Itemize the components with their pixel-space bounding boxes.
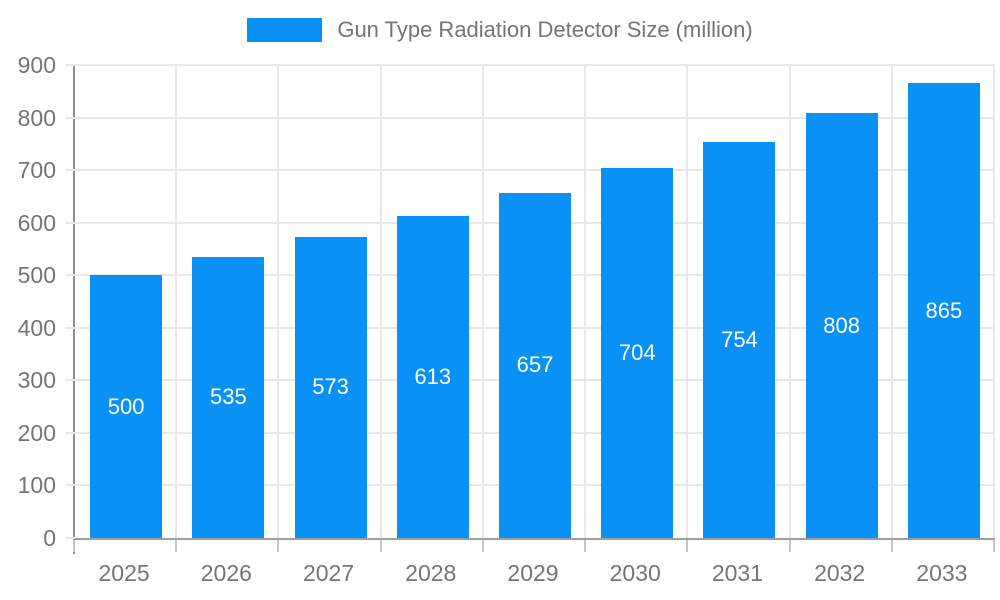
x-axis-tick-8 [890, 540, 893, 552]
y-axis-label-900: 900 [17, 52, 56, 78]
bar-value-label-2032: 808 [823, 312, 861, 338]
y-axis-label-400: 400 [17, 314, 56, 341]
bar-2029[interactable]: 657 [499, 192, 571, 538]
x-gridline-2 [277, 65, 280, 538]
x-gridline-8 [890, 65, 893, 538]
bar-2026[interactable]: 535 [192, 256, 265, 538]
x-axis-tick-4 [481, 540, 484, 552]
bar-value-label-2027: 573 [312, 374, 349, 400]
x-axis-tick-7 [788, 540, 791, 552]
y-gridline-900 [65, 64, 995, 66]
bar-value-label-2028: 613 [414, 363, 452, 389]
x-axis-label-2026: 2026 [200, 560, 252, 586]
y-axis-label-600: 600 [17, 209, 56, 236]
bar-2032[interactable]: 808 [805, 113, 878, 538]
x-gridline-5 [584, 65, 587, 538]
x-axis-label-2030: 2030 [609, 560, 661, 586]
y-axis-label-200: 200 [17, 419, 56, 446]
y-gridline-700 [65, 169, 995, 172]
y-axis-label-500: 500 [17, 262, 56, 289]
x-gridline-7 [788, 65, 791, 538]
x-gridline-3 [379, 65, 382, 538]
x-gridline-6 [686, 65, 689, 538]
bar-value-label-2029: 657 [516, 352, 554, 378]
bar-2025[interactable]: 500 [90, 275, 163, 538]
bar-2033[interactable]: 865 [907, 83, 980, 538]
x-axis-label-2031: 2031 [711, 560, 764, 586]
x-axis-tick-6 [686, 540, 689, 552]
x-gridline-1 [175, 65, 178, 538]
legend-label: Gun Type Radiation Detector Size (millio… [337, 17, 753, 42]
y-axis-label-100: 100 [17, 472, 56, 499]
y-tick-0 [65, 537, 75, 539]
bar-2030[interactable]: 704 [601, 168, 674, 538]
x-axis-label-2029: 2029 [507, 560, 559, 586]
x-gridline-9 [993, 65, 995, 538]
x-axis-label-2027: 2027 [302, 560, 355, 586]
x-axis-label-2028: 2028 [405, 560, 457, 586]
x-axis-tick-5 [584, 540, 587, 552]
legend-swatch [247, 18, 323, 42]
x-axis-tick-1 [175, 540, 178, 552]
y-axis-label-0: 0 [43, 525, 56, 551]
bar-value-label-2033: 865 [925, 297, 963, 323]
bar-value-label-2030: 704 [618, 340, 656, 365]
y-gridline-800 [65, 116, 995, 119]
y-axis-label-700: 700 [17, 157, 56, 184]
x-axis-tick-3 [379, 540, 382, 552]
y-axis-label-300: 300 [17, 367, 56, 394]
x-axis-label-2025: 2025 [98, 560, 150, 586]
bar-value-label-2026: 535 [209, 384, 247, 410]
plot-area: 500 535 573 613 657 704 754 808 865 [65, 64, 995, 554]
x-axis-line [73, 538, 995, 540]
x-axis-label-2032: 2032 [814, 560, 866, 586]
bar-2028[interactable]: 613 [396, 215, 469, 538]
chart-legend-item[interactable]: Gun Type Radiation Detector Size (millio… [0, 14, 1000, 46]
x-axis-label-2033: 2033 [916, 560, 968, 586]
x-gridline-4 [481, 65, 484, 538]
bar-value-label-2025: 500 [107, 393, 145, 419]
x-axis-tick-9 [993, 540, 995, 552]
bar-value-label-2031: 754 [721, 326, 758, 352]
x-axis-tick-2 [277, 540, 280, 552]
bar-2027[interactable]: 573 [294, 236, 367, 538]
y-axis-label-800: 800 [17, 104, 56, 131]
bar-2031[interactable]: 754 [703, 141, 776, 538]
x-axis-tick-0 [73, 540, 75, 552]
